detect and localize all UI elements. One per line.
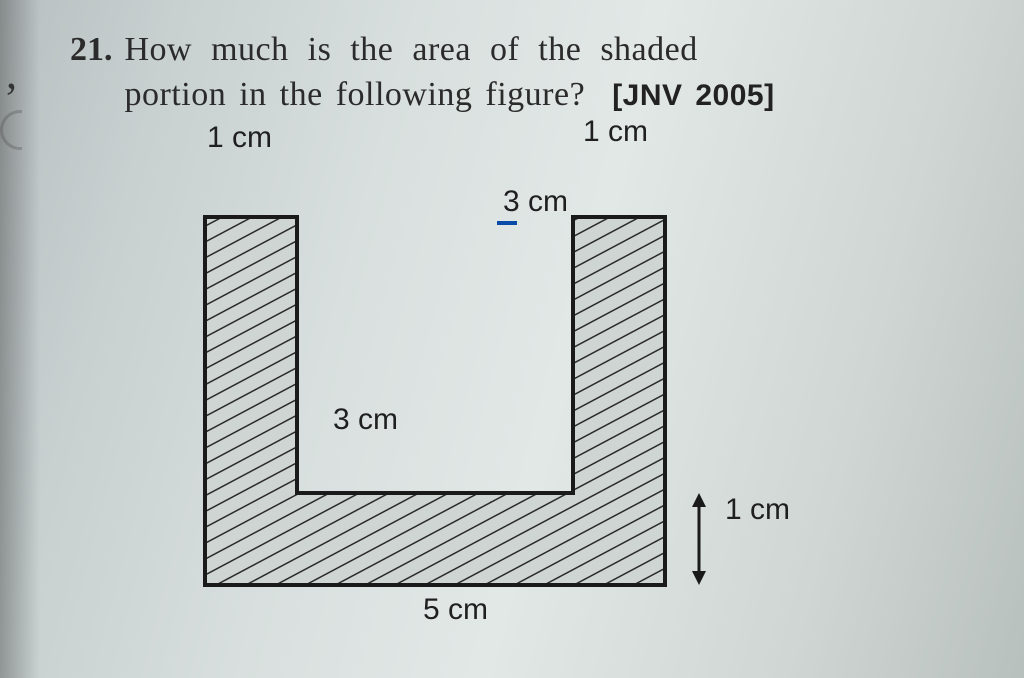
- label-right-band: 1 cm: [725, 493, 790, 527]
- label-bottom: 5 cm: [423, 593, 488, 627]
- label-inner-left: 3 cm: [333, 403, 398, 437]
- question-text: How much is the area of the shaded porti…: [125, 28, 1005, 118]
- question-text-wrap: How much is the area of the shaded porti…: [125, 28, 1005, 118]
- question-block: 21. How much is the area of the shaded p…: [70, 28, 1004, 118]
- margin-stray-comma: ,: [6, 48, 17, 99]
- label-top-right: 1 cm: [583, 115, 648, 149]
- dimension-arrow-right: [692, 493, 706, 585]
- question-line-2-text: portion in the following figure?: [125, 76, 586, 113]
- page-gutter-shadow: [0, 0, 40, 678]
- question-line-1: How much is the area of the shaded: [125, 28, 1005, 73]
- question-source: [JNV 2005]: [612, 79, 774, 112]
- u-shape: [205, 217, 665, 585]
- question-number: 21.: [70, 28, 113, 69]
- label-inner-right-depth: 3 cm: [503, 185, 568, 219]
- label-top-left: 1 cm: [207, 121, 272, 155]
- figure: 1 cm 1 cm 3 cm 3 cm 1 cm 5 cm: [185, 125, 825, 675]
- question-line-2: portion in the following figure? [JNV 20…: [125, 73, 1005, 118]
